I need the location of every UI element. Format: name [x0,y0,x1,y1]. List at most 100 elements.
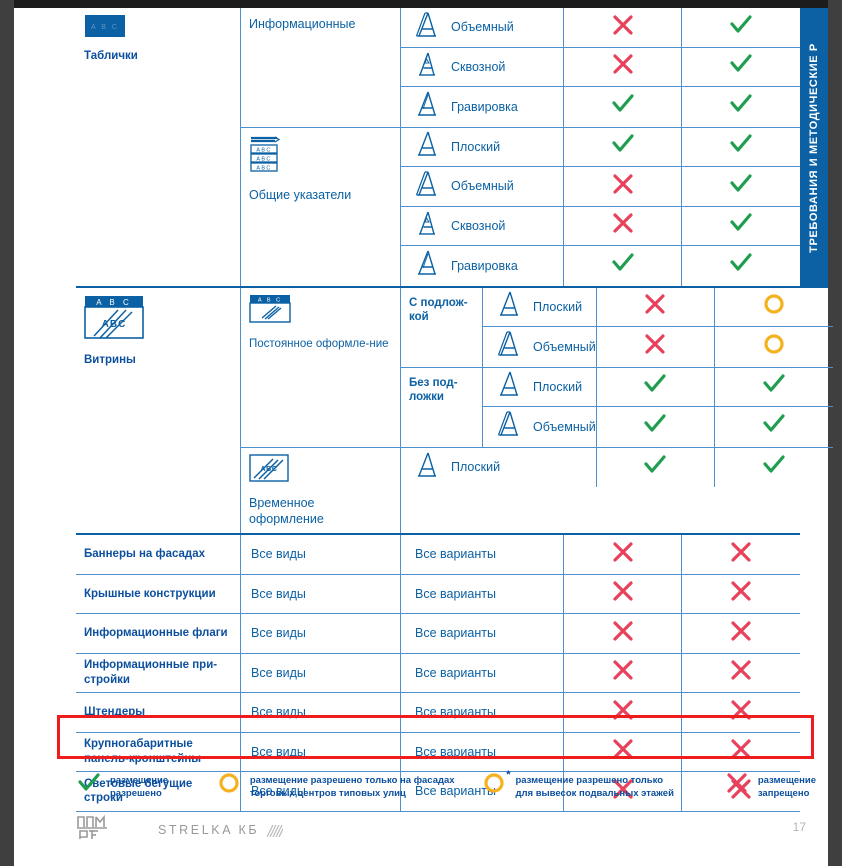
cross-icon [610,697,636,728]
letter-flat-icon [497,369,523,404]
variants-label: Все варианты [401,614,564,653]
row-type-label: Плоский [533,299,583,314]
table-row: Объемный [401,167,800,207]
variant-block: С подлож-кой Плоский Объемный [401,287,833,368]
permission-cell-col2 [682,8,800,47]
permission-cell-col2 [682,733,800,772]
table-row: Плоский [483,367,833,407]
permission-cell-col1 [564,535,682,574]
table-row: Крышные конструкции Все виды Все варианты [76,574,800,614]
types-label: Все виды [241,614,401,653]
shopwindow-icon: A B C ABC [84,294,232,347]
check-icon [728,12,754,43]
legend-line2: разрешено [110,787,162,799]
cross-icon [728,657,754,688]
permission-cell-col1 [564,772,682,811]
subgroup: Информационные Объемный Сквозной Гравировка [241,8,800,128]
letter-volumetric-icon [497,409,523,444]
letter-through-icon [415,208,441,243]
permission-cell-col2 [682,693,800,732]
legend-line2: запрещено [757,787,810,799]
permission-cell-col2 [715,288,833,327]
permission-cell-col1 [564,206,682,245]
row-type: Объемный [483,327,597,367]
table-group: A B C ABC Витрины A B C Постоянное оформле-н… [76,287,833,535]
check-icon [642,452,668,483]
table-row: Плоский [483,287,833,327]
svg-text:A B C: A B C [258,297,282,303]
legend-text: размещение запрещено [758,770,816,801]
permission-cell-col2 [682,128,800,167]
row-type: Объемный [401,8,564,47]
row-type-label: Объемный [451,179,514,194]
row-type-label: Плоский [451,139,501,154]
permission-cell-col1 [597,407,715,447]
permission-cell-col2 [682,87,800,127]
permission-cell-col2 [682,48,800,87]
permission-cell-col2 [682,654,800,693]
permission-cell-col1 [564,693,682,732]
category-cell: A B C Таблички [76,8,241,286]
permission-cell-col1 [597,327,715,367]
table-row: Информационные при-стройки Все виды Все ва… [76,653,800,693]
category-label: Информационные при-стройки [76,653,241,692]
legend-text: размещение разрешено [110,770,168,801]
svg-text:ABC: ABC [256,147,271,153]
subgroup-label: Временное оформление [249,495,324,526]
permission-cell-col1 [564,167,682,206]
subgroup-label: Информационные [249,17,356,31]
row-type: Плоский [483,367,597,406]
cross-icon [728,736,754,767]
legend-text: размещение разрешено только для вывесок п… [515,770,673,801]
row-type: Объемный [483,407,597,447]
cross-icon [610,618,636,649]
legend-line1: размещение разрешено только [515,775,664,786]
category-label: Крупногабаритные панель-кронштейны [76,732,241,771]
table-row: Объемный [483,407,833,447]
permission-cell-col1 [564,47,682,86]
letter-flat-icon [497,289,523,324]
letter-engraved-icon [415,248,441,283]
permission-cell-col2 [715,327,833,367]
cross-icon [610,12,636,43]
check-icon [610,250,636,281]
legend-text: размещение разрешено только на фасадах то… [250,770,455,801]
row-type: Сквозной [401,47,564,86]
permission-cell-col2 [682,167,800,206]
viewer-left-chrome [0,0,14,866]
table-row: Штендеры Все виды Все варианты [76,693,800,733]
cross-icon [610,776,636,807]
permanent-decor-icon: A B C [249,294,392,329]
check-icon [76,770,102,796]
variant-label: Без под-ложки [409,376,458,404]
category-label: Световые бегущие строки [76,772,241,811]
brand-pattern-icon [266,824,286,837]
permission-cell-col2 [682,246,800,286]
legend-line1: размещение разрешено только на фасадах [249,775,455,786]
letter-volumetric-icon [497,329,523,364]
cross-icon [728,697,754,728]
section-tab: ТРЕБОВАНИЯ И МЕТОДИЧЕСКИЕ Р [800,8,828,288]
check-icon [642,371,668,402]
cross-icon [610,51,636,82]
row-type-label: Плоский [451,460,501,475]
subgroup-rows: Плоский Объемный Сквозной Гравировка [401,127,800,286]
viewer-right-chrome[interactable] [828,0,842,866]
table-row: Баннеры на фасадах Все виды Все варианты [76,535,800,575]
types-label: Все виды [241,732,401,771]
variants-label: Все варианты [401,535,564,574]
category-label: Штендеры [76,693,241,732]
circle-star-icon: * [481,769,510,796]
subgroup-cell: ABC Временное оформление [241,447,401,533]
permission-cell-col2 [682,575,800,614]
legend-item: размещение разрешено [76,770,216,801]
permission-cell-col1 [564,127,682,166]
table-row: Световые бегущие строки Все виды Все вариа… [76,772,800,812]
subgroup: ABC Временное оформление Плоский [241,447,833,533]
circle-icon [761,291,787,322]
table-group: A B C Таблички Информационные Объемный Сквоз… [76,8,800,288]
table-row: Плоский [401,127,800,167]
category-label: Таблички [84,50,138,62]
check-icon [761,411,787,442]
category-label: Витрины [84,353,136,366]
